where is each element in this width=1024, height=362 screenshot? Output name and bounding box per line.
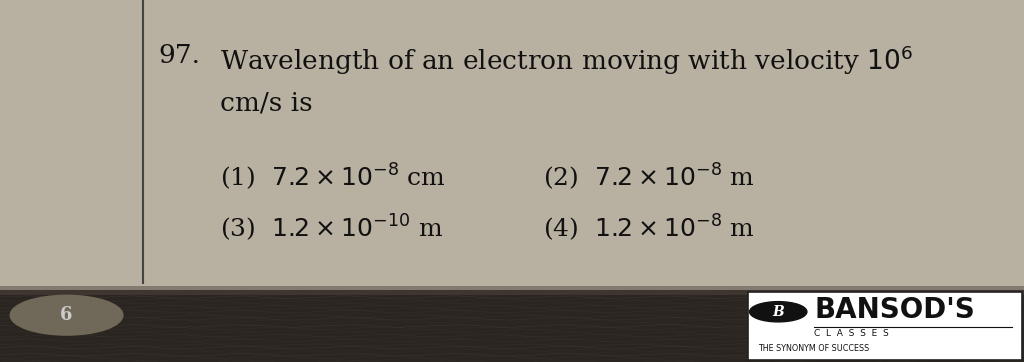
Text: Wavelength of an electron moving with velocity $10^6$: Wavelength of an electron moving with ve… (220, 43, 913, 77)
FancyBboxPatch shape (0, 290, 1024, 362)
Text: (1)  $7.2 \times 10^{-8}$ cm: (1) $7.2 \times 10^{-8}$ cm (220, 161, 446, 192)
Text: (2)  $7.2 \times 10^{-8}$ m: (2) $7.2 \times 10^{-8}$ m (543, 161, 755, 192)
Text: (4)  $1.2 \times 10^{-8}$ m: (4) $1.2 \times 10^{-8}$ m (543, 212, 755, 243)
Text: THE SYNONYM OF SUCCESS: THE SYNONYM OF SUCCESS (758, 344, 869, 353)
FancyBboxPatch shape (0, 286, 1024, 295)
Text: BANSOD'S: BANSOD'S (814, 295, 975, 324)
Text: (3)  $1.2 \times 10^{-10}$ m: (3) $1.2 \times 10^{-10}$ m (220, 212, 443, 243)
FancyBboxPatch shape (748, 292, 1022, 360)
Text: 6: 6 (60, 306, 73, 324)
Text: C  L  A  S  S  E  S: C L A S S E S (814, 329, 889, 338)
Text: cm/s is: cm/s is (220, 90, 312, 115)
Text: B: B (772, 305, 784, 319)
Circle shape (750, 302, 807, 322)
Text: 97.: 97. (159, 43, 201, 68)
Circle shape (10, 295, 123, 335)
